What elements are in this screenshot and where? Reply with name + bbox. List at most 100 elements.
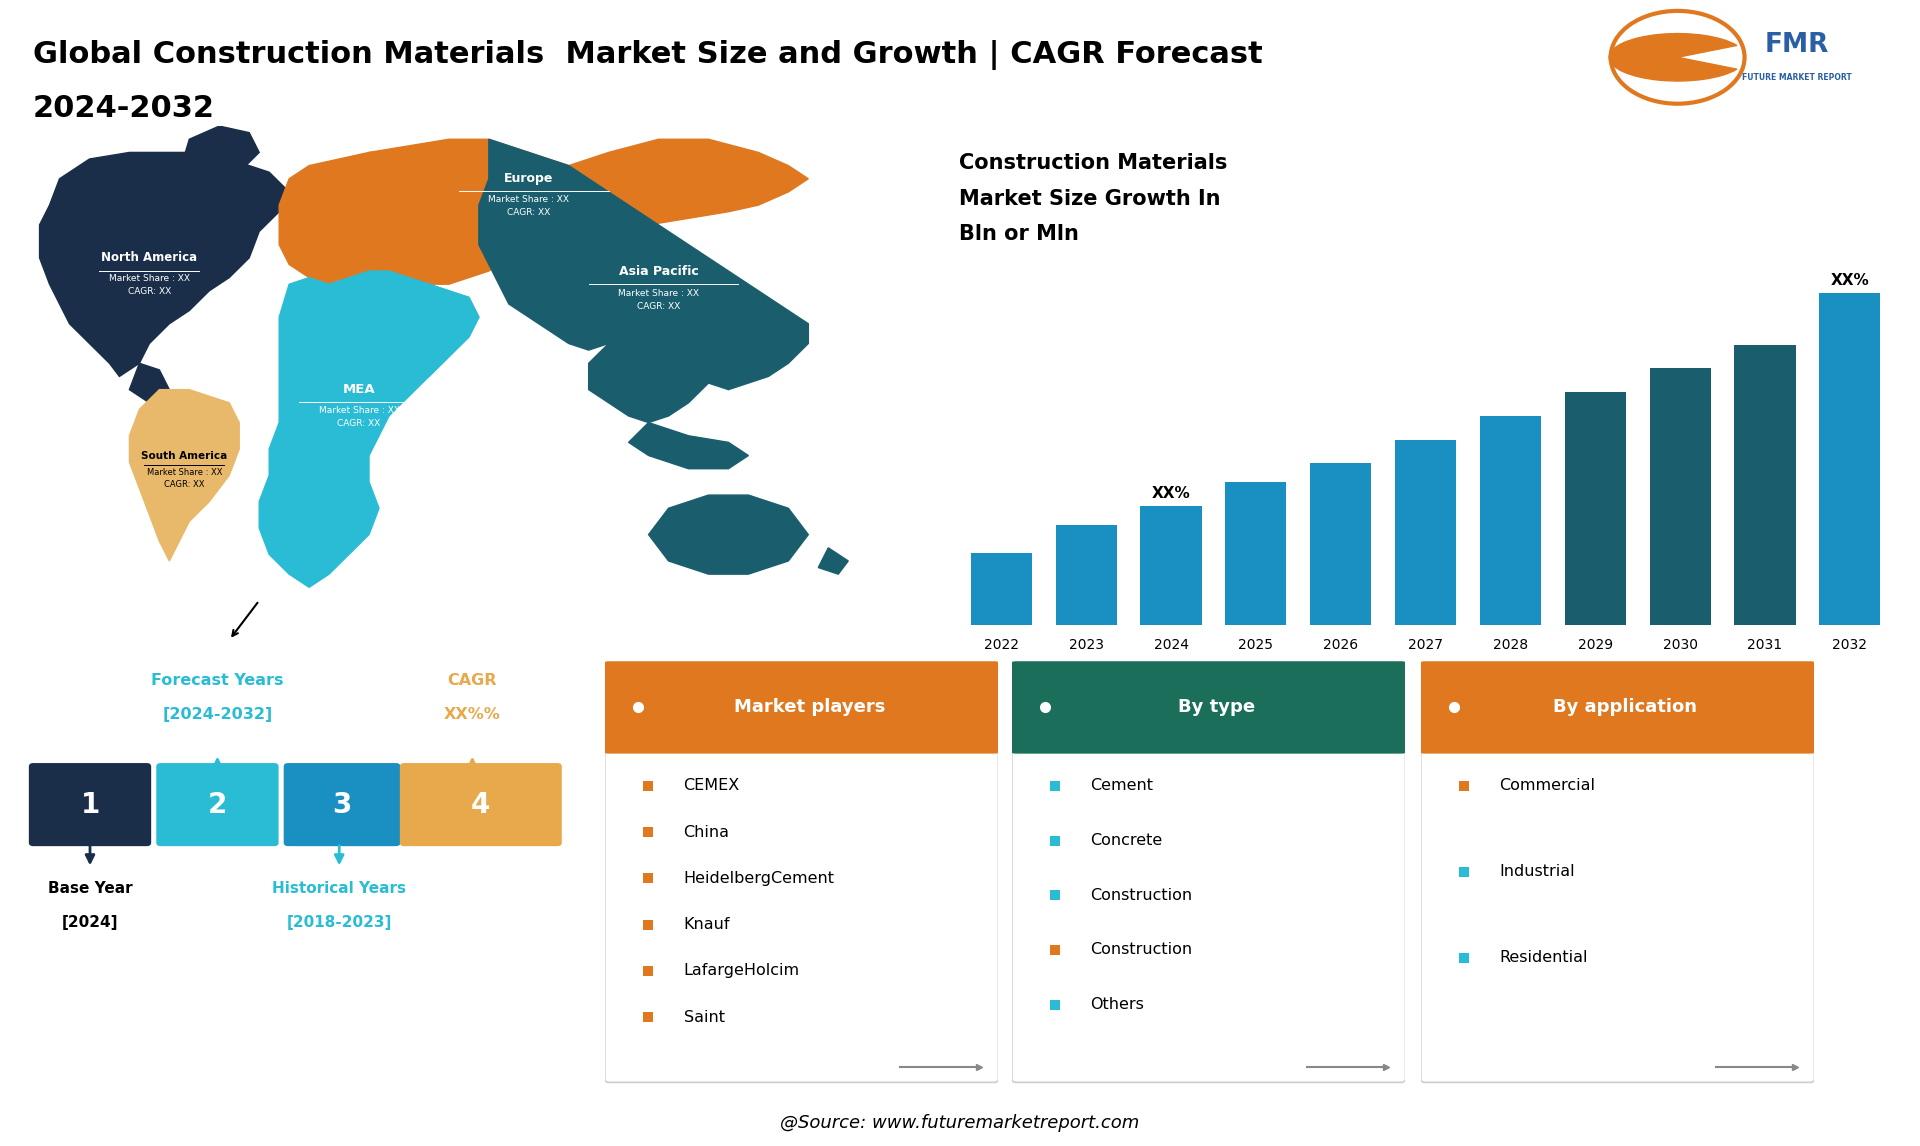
Text: @Source: www.futuremarketreport.com: @Source: www.futuremarketreport.com (780, 1114, 1140, 1132)
Text: Commercial: Commercial (1500, 778, 1596, 793)
Text: Construction Materials: Construction Materials (958, 154, 1227, 173)
Polygon shape (390, 277, 478, 376)
Polygon shape (259, 270, 478, 587)
Text: [2024-2032]: [2024-2032] (163, 707, 273, 722)
Text: North America: North America (102, 251, 198, 265)
Text: Market Share : XX: Market Share : XX (488, 195, 568, 204)
Text: Bln or Mln: Bln or Mln (958, 225, 1079, 244)
Bar (1820, 292, 1880, 625)
Text: Market Share : XX: Market Share : XX (109, 274, 190, 283)
Bar (1056, 525, 1117, 625)
Text: Historical Years: Historical Years (273, 881, 407, 896)
Text: Market Share : XX: Market Share : XX (319, 406, 399, 415)
Text: 2029: 2029 (1578, 637, 1613, 652)
Text: Asia Pacific: Asia Pacific (618, 265, 699, 277)
Text: Saint: Saint (684, 1010, 724, 1025)
Text: [2018-2023]: [2018-2023] (286, 915, 392, 929)
FancyBboxPatch shape (1421, 747, 1814, 1082)
Polygon shape (568, 139, 808, 225)
Polygon shape (818, 548, 849, 574)
FancyBboxPatch shape (284, 763, 401, 846)
FancyBboxPatch shape (599, 661, 1004, 754)
Text: Concrete: Concrete (1091, 833, 1164, 848)
FancyBboxPatch shape (399, 763, 563, 846)
Text: 2022: 2022 (983, 637, 1020, 652)
Bar (1225, 482, 1286, 625)
Text: Industrial: Industrial (1500, 864, 1574, 879)
Polygon shape (649, 495, 808, 574)
Text: FMR: FMR (1764, 32, 1830, 58)
Text: 2024-2032: 2024-2032 (33, 94, 215, 123)
Text: Construction: Construction (1091, 942, 1192, 957)
Text: Construction: Construction (1091, 888, 1192, 903)
FancyBboxPatch shape (156, 763, 278, 846)
Polygon shape (628, 423, 749, 469)
Text: Europe: Europe (505, 172, 553, 186)
Text: CAGR: XX: CAGR: XX (637, 303, 680, 312)
Text: 2024: 2024 (1154, 637, 1188, 652)
Text: 4: 4 (470, 791, 490, 818)
FancyBboxPatch shape (1006, 661, 1411, 754)
Bar (1140, 507, 1202, 625)
Text: Market Share : XX: Market Share : XX (146, 469, 223, 477)
Text: LafargeHolcim: LafargeHolcim (684, 964, 799, 979)
Polygon shape (349, 152, 409, 191)
Bar (1734, 345, 1795, 625)
Text: 2028: 2028 (1494, 637, 1528, 652)
Polygon shape (129, 363, 169, 402)
Text: Base Year: Base Year (48, 881, 132, 896)
Polygon shape (40, 152, 290, 376)
FancyBboxPatch shape (1415, 661, 1820, 754)
Text: 3: 3 (332, 791, 351, 818)
Polygon shape (589, 344, 708, 423)
Text: South America: South America (142, 450, 227, 461)
Text: CEMEX: CEMEX (684, 778, 739, 793)
Text: XX%: XX% (1152, 486, 1190, 501)
Text: 2027: 2027 (1407, 637, 1444, 652)
Text: 2: 2 (207, 791, 227, 818)
Text: Market Share : XX: Market Share : XX (618, 289, 699, 298)
Wedge shape (1609, 33, 1738, 81)
Polygon shape (129, 390, 240, 560)
Text: MEA: MEA (344, 383, 374, 397)
Text: 2032: 2032 (1832, 637, 1868, 652)
Text: China: China (684, 825, 730, 840)
Text: Knauf: Knauf (684, 917, 730, 932)
Text: Global Construction Materials  Market Size and Growth | CAGR Forecast: Global Construction Materials Market Siz… (33, 40, 1261, 70)
Text: CAGR: XX: CAGR: XX (338, 419, 380, 427)
Text: CAGR: XX: CAGR: XX (507, 209, 551, 217)
Text: 1: 1 (81, 791, 100, 818)
Text: By type: By type (1179, 698, 1256, 716)
Polygon shape (478, 139, 808, 390)
Text: XX%%: XX%% (444, 707, 501, 722)
Polygon shape (179, 126, 259, 179)
FancyBboxPatch shape (1012, 747, 1405, 1082)
Text: 2026: 2026 (1323, 637, 1357, 652)
Bar (1396, 440, 1455, 625)
Bar (1565, 392, 1626, 625)
Text: CAGR: XX: CAGR: XX (163, 480, 205, 489)
Text: 2025: 2025 (1238, 637, 1273, 652)
Text: XX%: XX% (1830, 273, 1870, 288)
Text: CAGR: CAGR (447, 673, 497, 688)
Text: Cement: Cement (1091, 778, 1154, 793)
FancyBboxPatch shape (29, 763, 152, 846)
FancyBboxPatch shape (605, 747, 998, 1082)
Text: 2030: 2030 (1663, 637, 1697, 652)
Text: CAGR: XX: CAGR: XX (129, 288, 171, 296)
Text: Market players: Market players (733, 698, 885, 716)
Text: Others: Others (1091, 997, 1144, 1012)
Text: HeidelbergCement: HeidelbergCement (684, 871, 835, 886)
Text: Forecast Years: Forecast Years (152, 673, 284, 688)
Polygon shape (278, 139, 609, 284)
Text: 2031: 2031 (1747, 637, 1782, 652)
Text: 2023: 2023 (1069, 637, 1104, 652)
Text: Residential: Residential (1500, 950, 1588, 965)
Bar (972, 554, 1031, 625)
Bar (1480, 416, 1542, 625)
Text: Market Size Growth In: Market Size Growth In (958, 189, 1221, 209)
Bar (1309, 463, 1371, 625)
Text: [2024]: [2024] (61, 915, 119, 929)
Bar (1649, 369, 1711, 625)
Text: FUTURE MARKET REPORT: FUTURE MARKET REPORT (1741, 73, 1851, 83)
